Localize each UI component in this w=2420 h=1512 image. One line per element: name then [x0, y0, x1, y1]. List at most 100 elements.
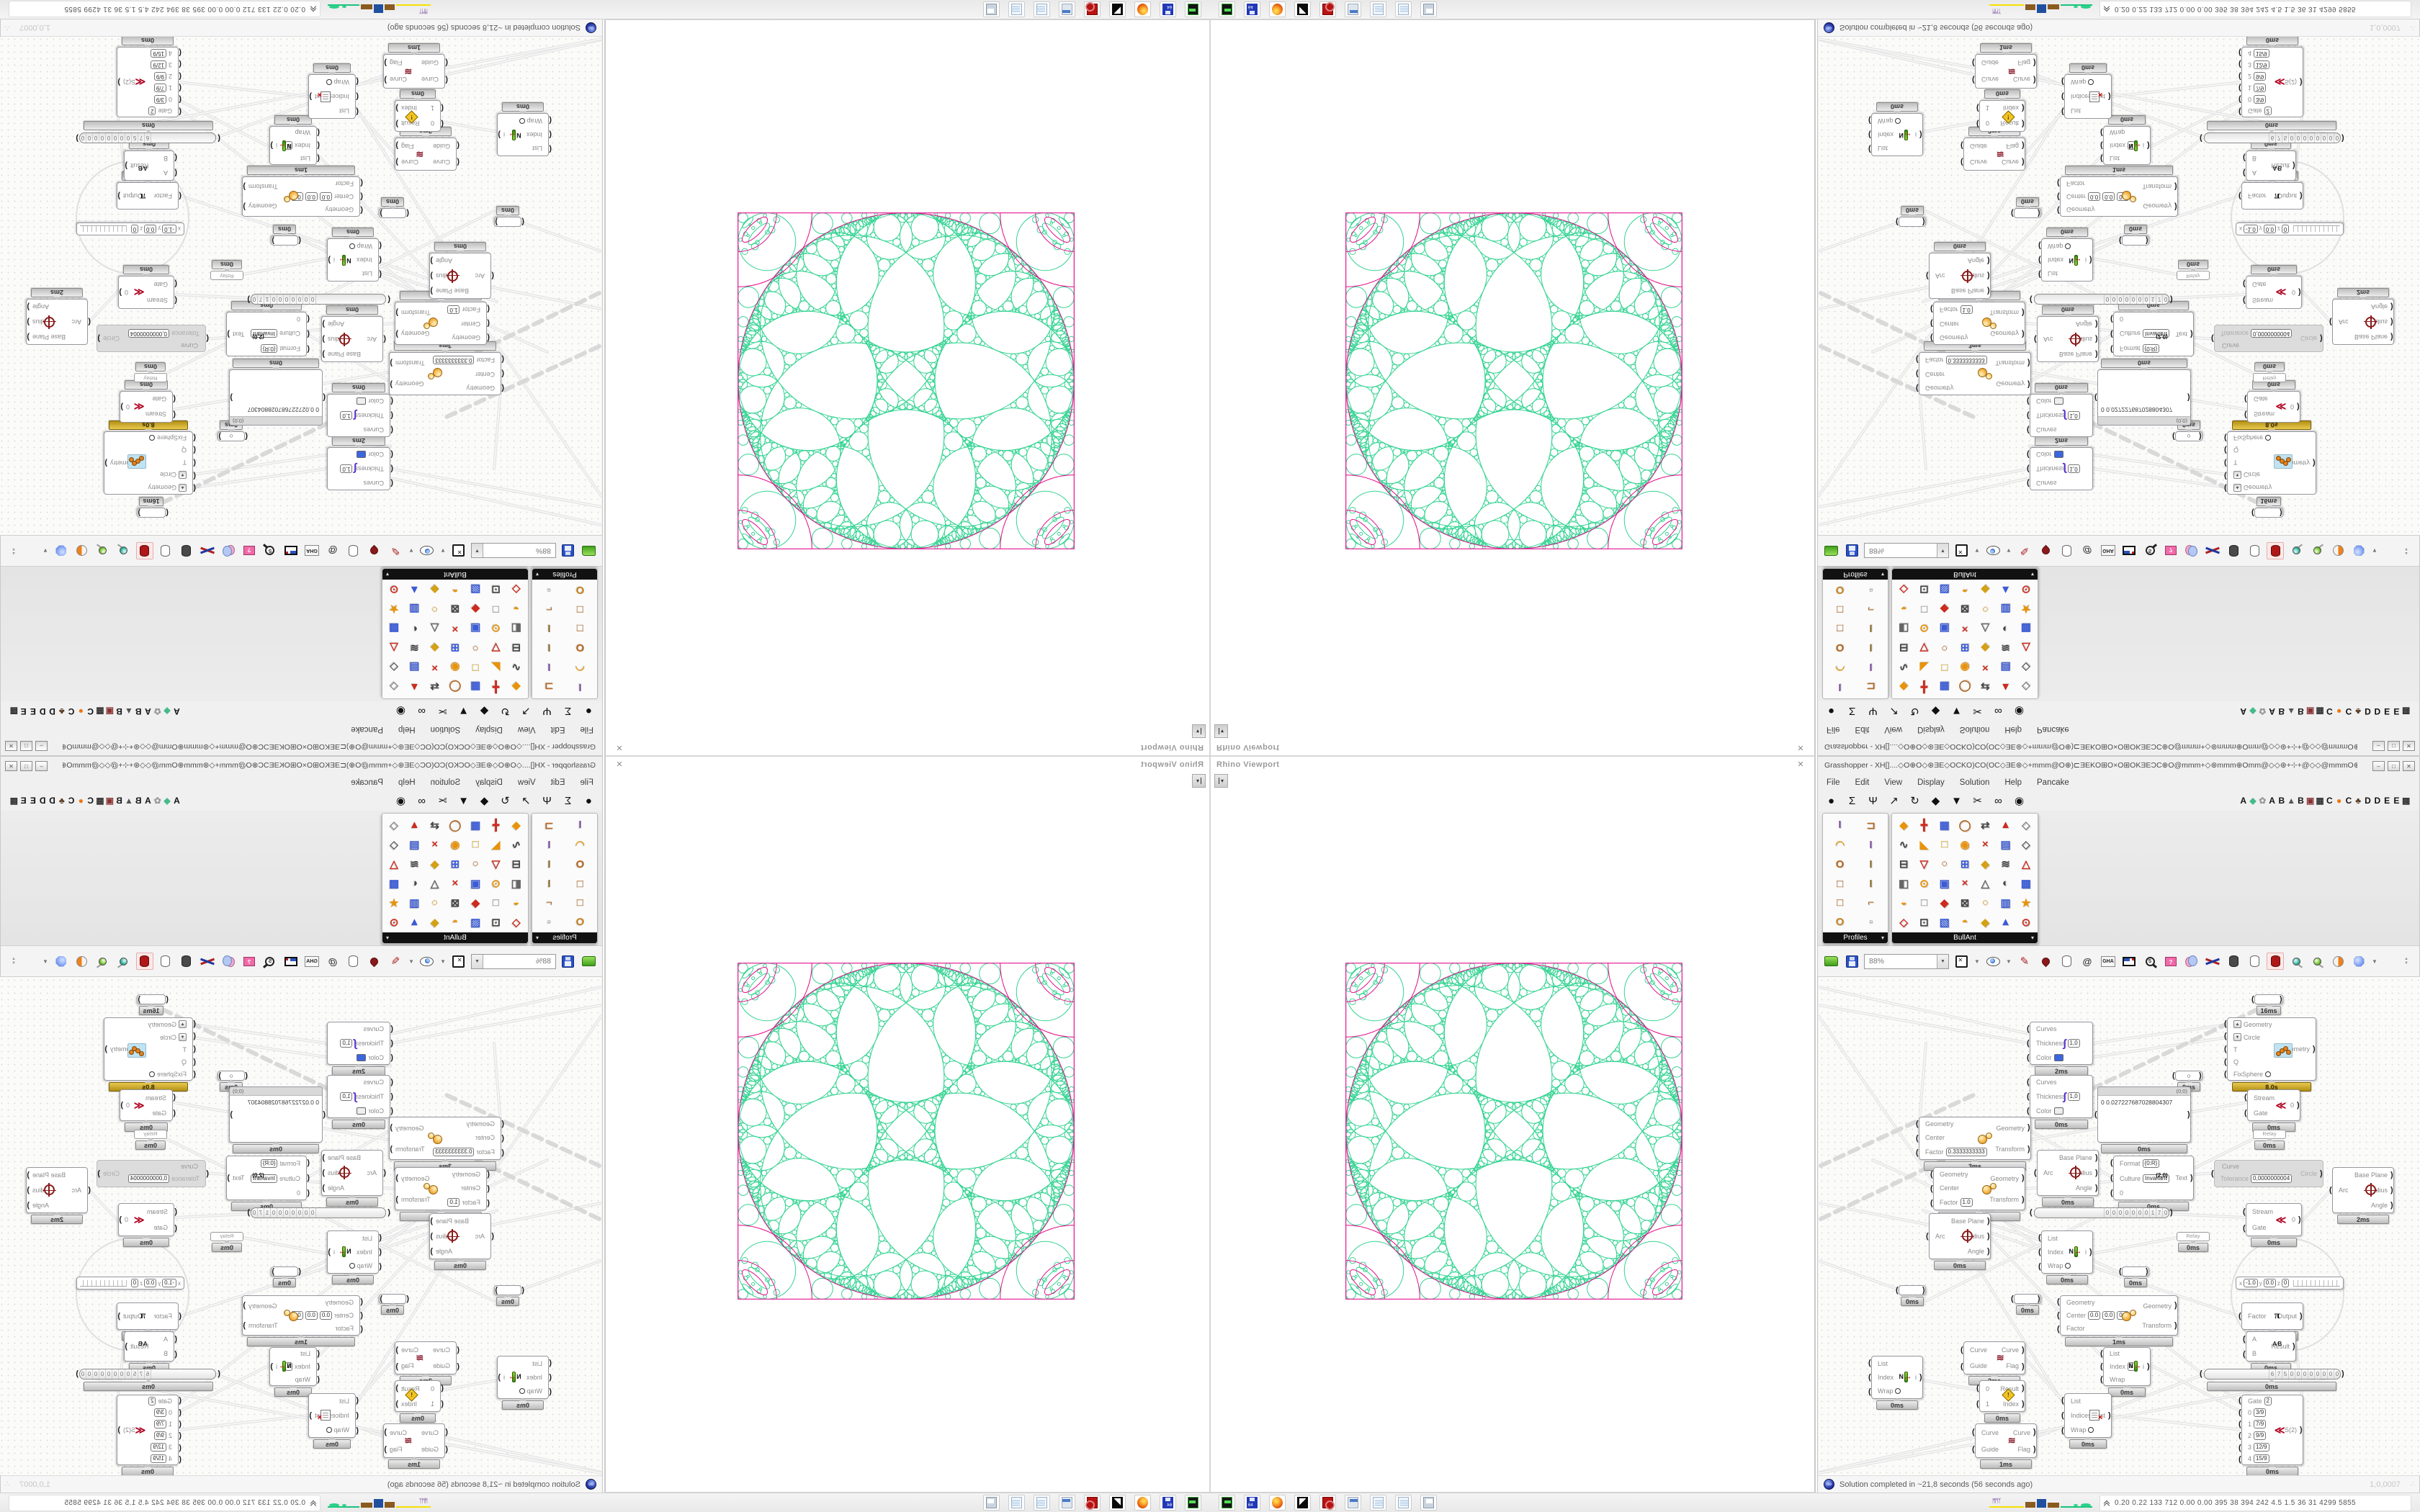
- menu-item-file[interactable]: File: [580, 725, 593, 734]
- palette-footer-bullant[interactable]: BullAnt ▾: [382, 932, 528, 943]
- unknown-box-icon[interactable]: ?: [241, 542, 258, 559]
- node-port[interactable]: (: [356, 92, 359, 101]
- palette-footer-bullant[interactable]: BullAnt ▾: [1892, 932, 2038, 943]
- palette-icon[interactable]: O: [1835, 583, 1845, 596]
- node-port[interactable]: (: [2027, 397, 2030, 405]
- gh-small-component[interactable]: () 0ms: [494, 1285, 524, 1306]
- param-row[interactable]: Q: [2228, 1058, 2282, 1066]
- node-port[interactable]: (: [1916, 1120, 1919, 1128]
- pin-green-icon[interactable]: [94, 953, 112, 970]
- value-box[interactable]: 1.0: [447, 305, 460, 315]
- node-port[interactable]: ): [117, 192, 120, 200]
- palette-icon[interactable]: ⌐: [546, 896, 552, 909]
- zoom-combo[interactable]: 88% ▼: [471, 543, 556, 559]
- gh-component[interactable]: Curves Thickness 1,0 Color(((∫ 2ms: [327, 436, 393, 490]
- param-row[interactable]: Gate 2: [140, 107, 178, 115]
- node-port[interactable]: (: [1976, 1400, 1979, 1408]
- param-row[interactable]: Wrap: [2042, 1262, 2073, 1269]
- node-port[interactable]: (: [356, 1396, 359, 1405]
- plugin-tab[interactable]: ▩: [9, 796, 18, 806]
- param-row[interactable]: B: [143, 155, 174, 162]
- taskbar-app-fox[interactable]: [1109, 1, 1126, 17]
- category-tab-icon[interactable]: ◆: [480, 705, 489, 717]
- dropdown-caret-icon[interactable]: ▼: [2372, 958, 2378, 965]
- capture-frame-icon[interactable]: [282, 542, 300, 559]
- param-row[interactable]: Geometry: [1981, 1125, 2030, 1132]
- slider-digit[interactable]: 0: [271, 294, 277, 304]
- dropdown-caret-icon[interactable]: ▼: [2006, 547, 2012, 554]
- value-box[interactable]: 0.3333333333: [1945, 1147, 1987, 1156]
- node-port[interactable]: ): [2170, 295, 2173, 304]
- param-row[interactable]: Gate 2: [2242, 1397, 2280, 1405]
- palette-icon[interactable]: ⊟: [1899, 642, 1909, 654]
- node-port[interactable]: (: [2243, 1334, 2246, 1344]
- taskbar-app-drive[interactable]: [1219, 1495, 1235, 1511]
- param-row[interactable]: Geometry: [1981, 381, 2030, 388]
- category-tab-icon[interactable]: ●: [1827, 794, 1835, 807]
- param-row[interactable]: List: [1872, 1360, 1903, 1367]
- param-row[interactable]: Circle: [97, 1170, 146, 1177]
- node-port[interactable]: ): [117, 78, 120, 86]
- palette-icon[interactable]: ⊙: [1919, 622, 1929, 635]
- node-port[interactable]: (: [298, 236, 301, 245]
- node-port[interactable]: (: [2238, 1312, 2241, 1320]
- node-port[interactable]: ): [430, 1247, 433, 1256]
- node-port[interactable]: (: [441, 120, 444, 128]
- param-row[interactable]: Indices: [2065, 1412, 2094, 1419]
- plugin-tab[interactable]: E: [2384, 706, 2390, 716]
- param-row[interactable]: Format {0:R}: [2114, 1159, 2163, 1169]
- param-row[interactable]: S(2): [2275, 1426, 2303, 1434]
- node-port[interactable]: ): [1987, 1247, 1990, 1256]
- param-row[interactable]: Base Plane: [322, 1154, 361, 1161]
- palette-icon[interactable]: ⊟: [511, 642, 521, 654]
- node-port[interactable]: (: [2200, 134, 2202, 143]
- value-box[interactable]: 0: [2281, 1279, 2290, 1287]
- palette-icon[interactable]: ◆: [471, 603, 480, 616]
- category-tab-icon[interactable]: Ψ: [1868, 794, 1878, 807]
- taskbar-app-firefox[interactable]: [1269, 1, 1286, 17]
- category-tab-icon[interactable]: ∞: [1994, 705, 2002, 718]
- param-row[interactable]: 1: [1980, 1400, 2007, 1408]
- zoom-extents-icon[interactable]: [1953, 953, 1970, 970]
- param-row[interactable]: Tolerance 0,0000000004: [2215, 329, 2293, 338]
- category-tab-icon[interactable]: ✂: [1973, 795, 1982, 807]
- slider-digit[interactable]: 0: [310, 1208, 316, 1218]
- node-port[interactable]: ): [2298, 288, 2301, 297]
- palette-icon[interactable]: ◇: [2022, 819, 2030, 832]
- combo-arrow-icon[interactable]: ▼: [472, 544, 483, 558]
- toggle-circle[interactable]: [2265, 435, 2272, 441]
- chevron-up-icon[interactable]: [310, 4, 317, 12]
- param-row[interactable]: 3 12/9: [2242, 1443, 2280, 1452]
- param-row[interactable]: Curve: [418, 158, 456, 166]
- dropdown-caret-icon[interactable]: ▼: [408, 958, 414, 965]
- gh-component[interactable]: List Index 8 Wrap i((() N → 0ms: [269, 1347, 320, 1397]
- rhino-close-icon[interactable]: ✕: [1797, 743, 1804, 752]
- param-row[interactable]: Angle: [27, 1202, 54, 1209]
- slider-digit[interactable]: 0: [2123, 1208, 2130, 1218]
- node-port[interactable]: ): [2095, 335, 2098, 343]
- param-row[interactable]: Curve: [384, 76, 411, 84]
- param-row[interactable]: List: [517, 1360, 548, 1367]
- slider-digit[interactable]: 0: [284, 294, 290, 304]
- gh-component[interactable]: Curves Thickness 1,0 Color(((∫ 2ms: [327, 1022, 393, 1076]
- palette-expand-icon[interactable]: ▾: [2030, 571, 2034, 577]
- node-port[interactable]: (: [1916, 369, 1919, 378]
- palette-icon[interactable]: ▲: [409, 819, 420, 831]
- node-port[interactable]: (: [2224, 433, 2227, 442]
- palette-icon[interactable]: O: [1835, 916, 1845, 929]
- unknown-box-icon[interactable]: ?: [241, 953, 258, 970]
- palette-icon[interactable]: ▲: [2000, 916, 2011, 928]
- render-cylinder-icon[interactable]: [345, 542, 362, 559]
- node-port[interactable]: ): [272, 236, 274, 245]
- param-row[interactable]: List: [347, 1235, 378, 1242]
- close-button[interactable]: ✕: [5, 741, 17, 751]
- palette-icon[interactable]: ◆: [1981, 916, 1990, 929]
- taskbar-app-redgear[interactable]: [1084, 1495, 1101, 1511]
- node-port[interactable]: (: [2011, 209, 2014, 217]
- category-tab-icon[interactable]: Σ: [1848, 794, 1856, 807]
- node-port[interactable]: (: [360, 1311, 363, 1320]
- slider-digit[interactable]: 0: [2308, 133, 2314, 143]
- menu-item-solution[interactable]: Solution: [430, 725, 461, 734]
- node-port[interactable]: (: [1868, 1373, 1871, 1382]
